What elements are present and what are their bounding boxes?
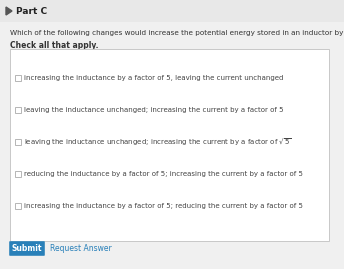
Text: Check all that apply.: Check all that apply. [10,41,98,50]
Text: Submit: Submit [12,244,42,253]
Text: leaving the inductance unchanged; increasing the current by a factor of $\sqrt{5: leaving the inductance unchanged; increa… [24,136,292,147]
Text: Part C: Part C [16,6,47,16]
FancyBboxPatch shape [9,241,45,256]
Text: Which of the following changes would increase the potential energy stored in an : Which of the following changes would inc… [10,30,344,36]
Text: reducing the inductance by a factor of 5; increasing the current by a factor of : reducing the inductance by a factor of 5… [24,171,303,177]
Bar [15,75,21,80]
Bar [15,203,21,208]
Text: leaving the inductance unchanged; increasing the current by a factor of 5: leaving the inductance unchanged; increa… [24,107,284,113]
Text: increasing the inductance by a factor of 5, leaving the current unchanged: increasing the inductance by a factor of… [24,75,284,81]
Bar [10,49,329,241]
Text: increasing the inductance by a factor of 5; reducing the current by a factor of : increasing the inductance by a factor of… [24,203,303,209]
Bar [15,171,21,176]
Polygon shape [6,7,12,15]
Bar [15,107,21,112]
Bar [0,0,344,22]
Text: Request Answer: Request Answer [50,244,112,253]
Bar [15,139,21,144]
